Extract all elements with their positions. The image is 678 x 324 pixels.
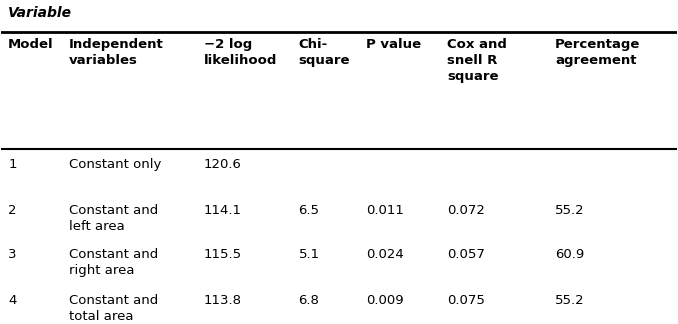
Text: 115.5: 115.5	[204, 248, 242, 261]
Text: Constant and
total area: Constant and total area	[69, 294, 158, 323]
Text: 6.5: 6.5	[298, 204, 319, 217]
Text: Independent
variables: Independent variables	[69, 38, 163, 67]
Text: 2: 2	[8, 204, 17, 217]
Text: 0.072: 0.072	[447, 204, 485, 217]
Text: 0.075: 0.075	[447, 294, 485, 307]
Text: 114.1: 114.1	[204, 204, 242, 217]
Text: −2 log
likelihood: −2 log likelihood	[204, 38, 277, 67]
Text: Percentage
agreement: Percentage agreement	[555, 38, 641, 67]
Text: 0.024: 0.024	[366, 248, 404, 261]
Text: Constant and
right area: Constant and right area	[69, 248, 158, 277]
Text: 55.2: 55.2	[555, 294, 584, 307]
Text: 113.8: 113.8	[204, 294, 242, 307]
Text: 5.1: 5.1	[298, 248, 319, 261]
Text: 6.8: 6.8	[298, 294, 319, 307]
Text: 3: 3	[8, 248, 17, 261]
Text: P value: P value	[366, 38, 421, 51]
Text: 0.009: 0.009	[366, 294, 403, 307]
Text: Model: Model	[8, 38, 54, 51]
Text: 0.057: 0.057	[447, 248, 485, 261]
Text: Cox and
snell R
square: Cox and snell R square	[447, 38, 507, 83]
Text: Chi-
square: Chi- square	[298, 38, 350, 67]
Text: 120.6: 120.6	[204, 158, 242, 171]
Text: Constant only: Constant only	[69, 158, 161, 171]
Text: 1: 1	[8, 158, 17, 171]
Text: Variable: Variable	[8, 6, 72, 20]
Text: 4: 4	[8, 294, 16, 307]
Text: 55.2: 55.2	[555, 204, 584, 217]
Text: Constant and
left area: Constant and left area	[69, 204, 158, 234]
Text: 60.9: 60.9	[555, 248, 584, 261]
Text: 0.011: 0.011	[366, 204, 404, 217]
